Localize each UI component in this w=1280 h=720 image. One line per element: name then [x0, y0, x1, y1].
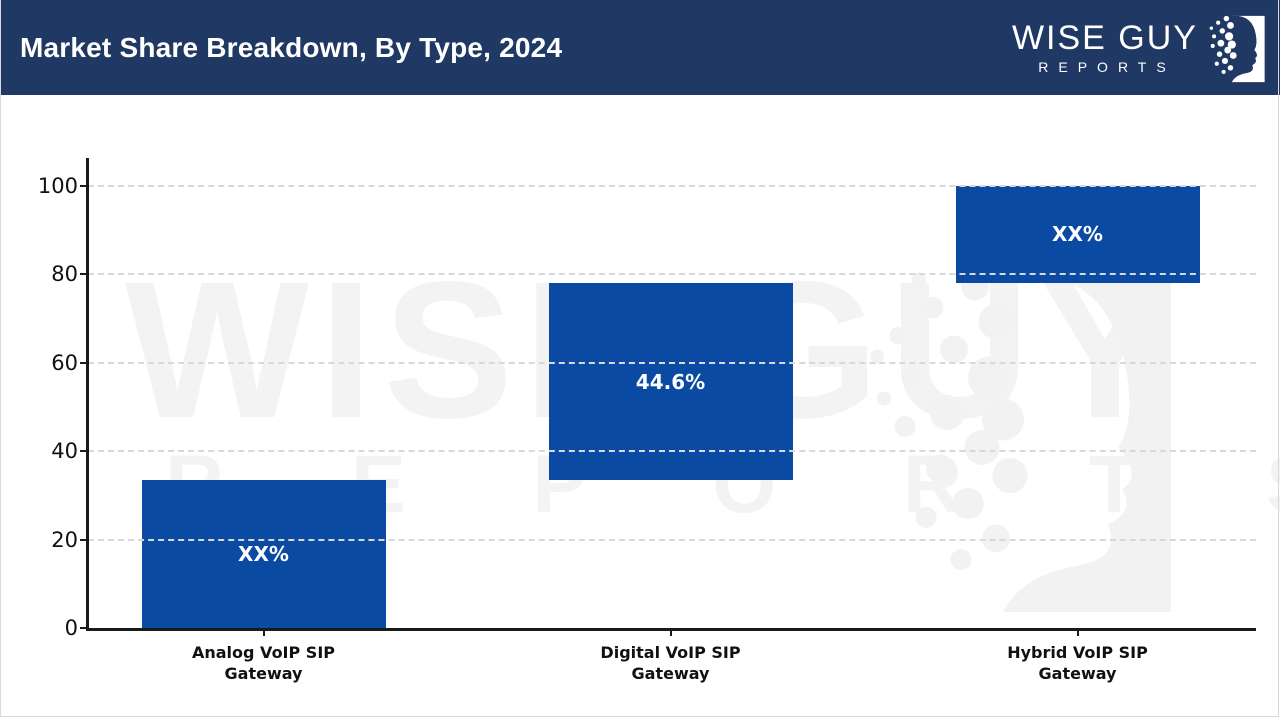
page-border-left: [0, 0, 1, 717]
gridline-100: [88, 184, 1256, 187]
x-tick-label-3: Hybrid VoIP SIP Gateway: [1007, 643, 1148, 683]
bar-value-label-3: XX%: [1052, 222, 1103, 247]
header-bar: Market Share Breakdown, By Type, 2024 WI…: [0, 0, 1280, 95]
x-tick-label-1: Analog VoIP SIP Gateway: [191, 643, 336, 683]
y-tick-label-40: 40: [51, 439, 78, 463]
x-axis-line: [86, 628, 1256, 631]
brand-name: WISE GUY: [1011, 19, 1198, 57]
bar-3: XX%: [955, 185, 1200, 283]
gridline-20: [88, 538, 1256, 541]
y-tick-mark-100: [80, 184, 88, 187]
gridline-60: [88, 361, 1256, 364]
bar-value-label-1: XX%: [238, 542, 289, 567]
y-tick-label-80: 80: [51, 262, 78, 286]
brand-head-icon: [1209, 15, 1265, 82]
y-tick-label-20: 20: [51, 527, 78, 552]
y-tick-mark-80: [80, 273, 88, 275]
x-tick-mark-3: [1076, 628, 1079, 636]
page-border-right: [1278, 0, 1279, 717]
y-tick-mark-0: [80, 627, 88, 629]
y-tick-mark-60: [80, 361, 88, 364]
x-tick-mark-2: [669, 628, 672, 636]
watermark-head-icon: [870, 272, 1171, 612]
y-tick-mark-40: [80, 450, 88, 452]
y-tick-label-60: 60: [51, 350, 78, 375]
gridline-80: [88, 273, 1256, 275]
page-border-bottom: [0, 716, 1279, 717]
brand-logo-text: WISE GUY REPORTS: [1012, 21, 1198, 74]
brand-subtitle: REPORTS: [1038, 59, 1176, 75]
x-tick-label-2: Digital VoIP SIP Gateway: [600, 643, 741, 683]
gridline-40: [88, 450, 1256, 452]
bar-2: 44.6%: [548, 282, 793, 481]
page-title: Market Share Breakdown, By Type, 2024: [20, 31, 563, 63]
y-axis-line: [86, 158, 89, 630]
bar-value-label-2: 44.6%: [635, 369, 706, 394]
y-tick-label-100: 100: [37, 173, 78, 198]
y-tick-mark-20: [80, 538, 88, 541]
brand-logo: WISE GUY REPORTS: [1012, 7, 1266, 89]
y-tick-label-0: 0: [64, 616, 78, 640]
bar-1: XX%: [141, 480, 386, 628]
x-tick-mark-1: [262, 628, 265, 636]
